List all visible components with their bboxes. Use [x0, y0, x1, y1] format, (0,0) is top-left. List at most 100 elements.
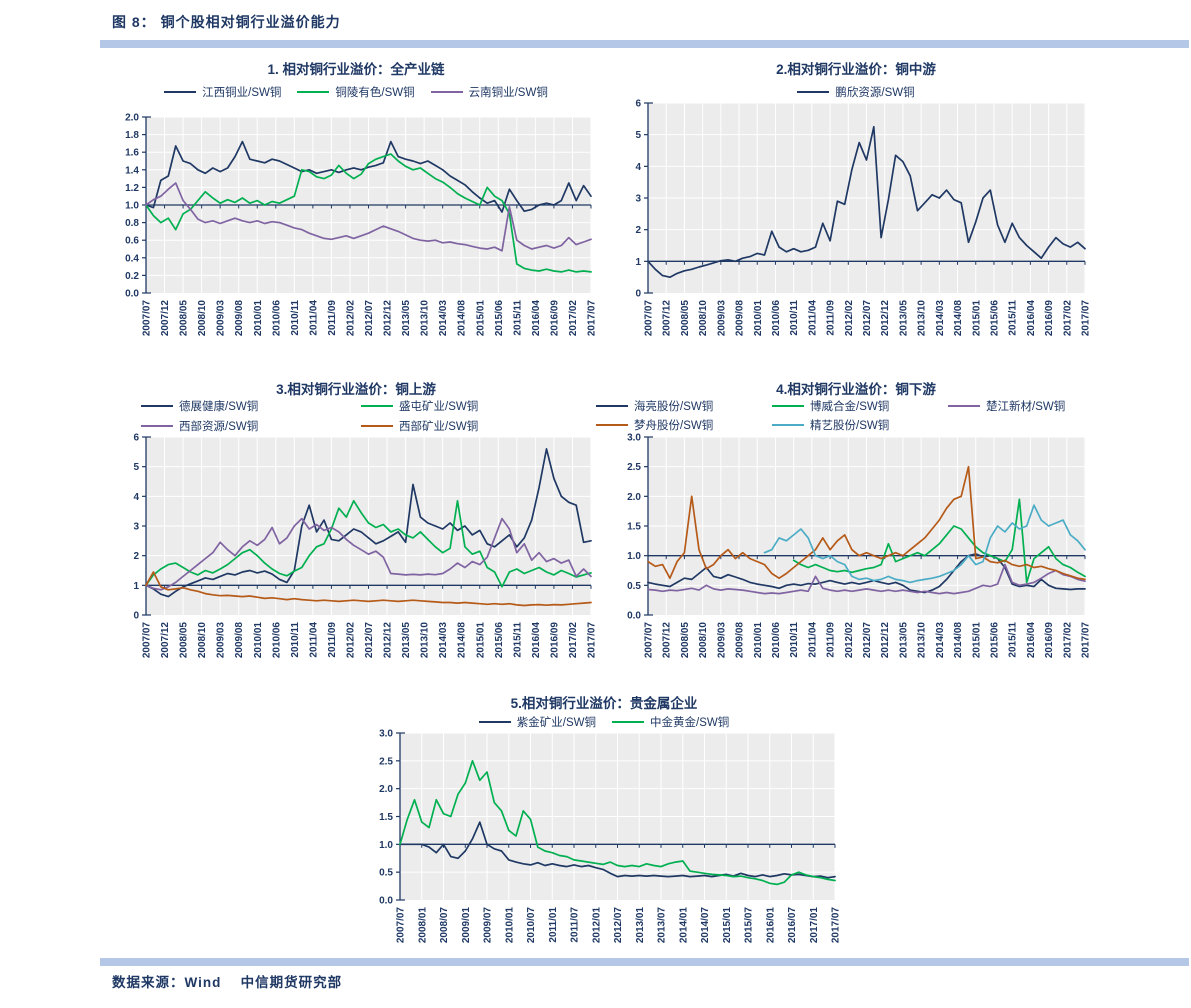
- legend-item: 云南铜业/SW铜: [430, 84, 548, 100]
- svg-text:0.4: 0.4: [125, 253, 139, 264]
- svg-text:2016/04: 2016/04: [1026, 622, 1037, 659]
- svg-text:2.0: 2.0: [125, 113, 139, 124]
- legend-item: 西部资源/SW铜: [141, 418, 351, 434]
- svg-text:2013/05: 2013/05: [401, 300, 412, 337]
- svg-text:2012/07: 2012/07: [862, 300, 873, 337]
- svg-text:2014/08: 2014/08: [953, 622, 964, 659]
- chart-2-title: 2.相对铜行业溢价：铜中游: [776, 62, 936, 77]
- svg-text:2.0: 2.0: [379, 784, 393, 795]
- svg-text:2008/05: 2008/05: [680, 622, 691, 659]
- legend-label: 楚江新材/SW铜: [986, 401, 1066, 413]
- svg-text:2012/02: 2012/02: [844, 300, 855, 337]
- legend-item: 铜陵有色/SW铜: [297, 84, 415, 100]
- svg-text:1: 1: [635, 257, 641, 268]
- svg-text:2011/09: 2011/09: [826, 300, 837, 336]
- svg-text:2017/07: 2017/07: [1081, 622, 1092, 659]
- svg-text:2011/01: 2011/01: [548, 907, 559, 943]
- svg-text:0.0: 0.0: [627, 611, 641, 622]
- svg-text:2010/01: 2010/01: [753, 300, 764, 337]
- svg-text:1.0: 1.0: [379, 840, 393, 851]
- svg-text:2011/09: 2011/09: [826, 622, 837, 658]
- svg-text:1.0: 1.0: [627, 551, 641, 562]
- svg-text:2007/07: 2007/07: [644, 300, 655, 337]
- legend-label: 德展健康/SW铜: [179, 401, 259, 413]
- legend-label: 盛屯矿业/SW铜: [399, 401, 479, 413]
- svg-text:2011/04: 2011/04: [308, 300, 319, 336]
- svg-text:2010/01: 2010/01: [253, 622, 264, 659]
- svg-text:2008/07: 2008/07: [439, 907, 450, 944]
- series-line-swatch: [478, 721, 511, 723]
- svg-text:2015/01: 2015/01: [722, 907, 733, 944]
- svg-text:2015/01: 2015/01: [475, 622, 486, 659]
- chart-1-legend: 江西铜业/SW铜 铜陵有色/SW铜 云南铜业/SW铜: [112, 84, 600, 100]
- svg-text:3: 3: [133, 522, 139, 533]
- series-line-swatch: [772, 424, 804, 426]
- svg-text:2012/12: 2012/12: [880, 300, 891, 337]
- svg-text:1.5: 1.5: [627, 522, 641, 533]
- chart-3-legend: 德展健康/SW铜 盛屯矿业/SW铜 西部资源/SW铜 西部矿业/SW铜: [112, 398, 600, 434]
- svg-text:2012/02: 2012/02: [345, 300, 356, 337]
- svg-text:2014/03: 2014/03: [935, 622, 946, 659]
- svg-text:0.5: 0.5: [627, 581, 641, 592]
- svg-text:2008/10: 2008/10: [197, 622, 208, 659]
- svg-text:2013/05: 2013/05: [898, 300, 909, 337]
- legend-label: 江西铜业/SW铜: [202, 87, 282, 99]
- svg-text:2007/07: 2007/07: [142, 622, 153, 659]
- svg-text:0.8: 0.8: [125, 218, 139, 229]
- svg-text:2008/10: 2008/10: [698, 622, 709, 659]
- series-line-swatch: [361, 425, 393, 427]
- svg-text:3: 3: [635, 194, 641, 205]
- svg-text:2015/11: 2015/11: [1008, 300, 1019, 336]
- svg-text:2008/05: 2008/05: [179, 300, 190, 337]
- svg-text:2007/07: 2007/07: [396, 907, 407, 944]
- svg-text:2014/03: 2014/03: [438, 622, 449, 659]
- svg-text:2012/07: 2012/07: [364, 622, 375, 659]
- legend-item: 江西铜业/SW铜: [164, 84, 281, 100]
- svg-text:2.5: 2.5: [627, 462, 641, 473]
- svg-text:2010/06: 2010/06: [271, 300, 282, 337]
- svg-text:2009/03: 2009/03: [716, 300, 727, 337]
- svg-text:2016/04: 2016/04: [1026, 300, 1037, 337]
- series-line-swatch: [164, 91, 197, 93]
- chart-5-plot: 0.0 0.5 1.0 1.5 2.0 2.5 3.0 2007/07 2008/01 2008/…: [379, 729, 841, 944]
- svg-text:2015/11: 2015/11: [1008, 622, 1019, 658]
- svg-text:2008/01: 2008/01: [417, 907, 428, 944]
- chart-4-legend: 海亮股份/SW铜 博威合金/SW铜 楚江新材/SW铜 梦舟股份/SW铜 精艺股份…: [596, 398, 1100, 433]
- legend-item: 盛屯矿业/SW铜: [361, 398, 571, 414]
- svg-text:2015/01: 2015/01: [475, 300, 486, 337]
- legend-item: 海亮股份/SW铜: [596, 398, 764, 414]
- svg-text:2009/08: 2009/08: [735, 622, 746, 659]
- svg-text:2012/02: 2012/02: [345, 622, 356, 659]
- chart-2-plot: 0 1 2 3 4 5 6 2007/07 2007/12 2008/05 2008/10 2009/…: [635, 99, 1091, 337]
- svg-text:2013/10: 2013/10: [420, 622, 431, 659]
- chart-2-legend: 鹏欣资源/SW铜: [612, 84, 1100, 100]
- svg-text:2015/01: 2015/01: [971, 300, 982, 337]
- svg-text:2013/10: 2013/10: [917, 300, 928, 337]
- svg-text:2017/02: 2017/02: [568, 300, 579, 337]
- svg-text:2016/07: 2016/07: [787, 907, 798, 944]
- bottom-divider: [100, 958, 1189, 966]
- svg-text:2007/12: 2007/12: [160, 300, 171, 337]
- svg-text:2009/03: 2009/03: [716, 622, 727, 659]
- svg-text:2017/07: 2017/07: [587, 300, 598, 337]
- svg-text:2008/05: 2008/05: [179, 622, 190, 659]
- svg-text:2007/12: 2007/12: [160, 622, 171, 659]
- svg-text:2014/07: 2014/07: [700, 907, 711, 944]
- svg-text:2016/04: 2016/04: [531, 300, 542, 337]
- legend-label: 铜陵有色/SW铜: [335, 87, 415, 99]
- svg-text:2008/05: 2008/05: [680, 300, 691, 337]
- legend-label: 精艺股份/SW铜: [810, 420, 890, 432]
- svg-text:2012/07: 2012/07: [862, 622, 873, 659]
- legend-item: 精艺股份/SW铜: [772, 417, 940, 433]
- series-line-swatch: [948, 405, 980, 407]
- svg-text:2.5: 2.5: [379, 756, 393, 767]
- svg-text:2007/07: 2007/07: [142, 300, 153, 337]
- svg-text:4: 4: [635, 162, 641, 173]
- svg-text:5: 5: [133, 462, 139, 473]
- legend-item: 紫金矿业/SW铜: [478, 714, 596, 730]
- svg-text:1.6: 1.6: [125, 148, 139, 159]
- svg-text:2007/07: 2007/07: [644, 622, 655, 659]
- svg-text:2013/07: 2013/07: [657, 907, 668, 944]
- series-line-swatch: [141, 405, 173, 407]
